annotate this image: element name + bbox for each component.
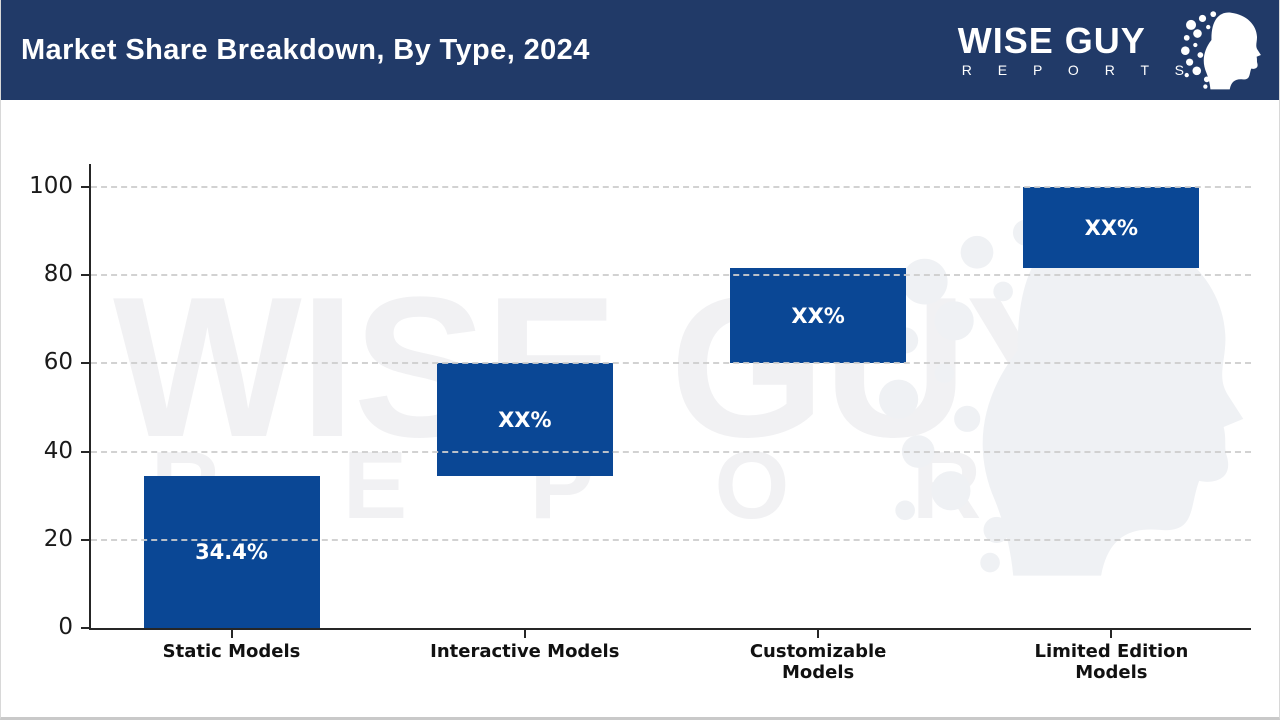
x-category-label: Customizable Models <box>749 641 887 684</box>
header-bar: Market Share Breakdown, By Type, 2024 WI… <box>1 0 1279 100</box>
gridline <box>91 186 1251 188</box>
y-tick-label: 20 <box>43 525 73 552</box>
x-category-label: Limited Edition Models <box>1034 641 1189 684</box>
page-title: Market Share Breakdown, By Type, 2024 <box>21 33 590 66</box>
y-tick-mark <box>81 186 91 188</box>
y-tick-label: 0 <box>58 614 73 640</box>
gridline <box>91 450 1251 453</box>
y-tick-label: 60 <box>43 349 73 376</box>
y-tick-label: 40 <box>43 437 73 464</box>
y-tick-mark <box>81 450 91 453</box>
y-tick-mark <box>81 627 91 629</box>
x-category-label: Static Models <box>162 641 301 662</box>
logo-wordmark: WISE GUY <box>957 20 1146 61</box>
x-tick-mark <box>523 630 526 638</box>
x-category-label: Interactive Models <box>430 641 620 662</box>
logo-subtext: R E P O R T S <box>961 62 1195 78</box>
y-tick-mark <box>81 274 91 277</box>
bar: 34.4% <box>143 476 320 628</box>
gridline <box>91 362 1251 365</box>
bar-value-label: XX% <box>1084 215 1139 240</box>
bar: XX% <box>1023 187 1200 269</box>
logo-text: WISE GUY R E P O R T S <box>957 20 1195 78</box>
bar: XX% <box>730 268 907 364</box>
bar-value-label: XX% <box>791 303 845 328</box>
y-tick-label: 100 <box>29 173 73 199</box>
bar-value-label: 34.4% <box>195 540 268 565</box>
x-tick-mark <box>230 630 233 638</box>
wiseguy-logo: WISE GUY R E P O R T S <box>958 7 1267 93</box>
y-tick-label: 80 <box>43 261 73 288</box>
x-tick-mark <box>1110 630 1113 638</box>
x-tick-mark <box>817 630 820 638</box>
x-axis-spine <box>89 628 1251 630</box>
gridline <box>91 274 1251 277</box>
y-tick-mark <box>81 538 91 541</box>
bar-value-label: XX% <box>498 407 552 432</box>
bar: XX% <box>436 363 613 477</box>
y-tick-mark <box>81 362 91 365</box>
y-axis-spine <box>89 164 91 630</box>
gridline <box>91 538 1251 541</box>
